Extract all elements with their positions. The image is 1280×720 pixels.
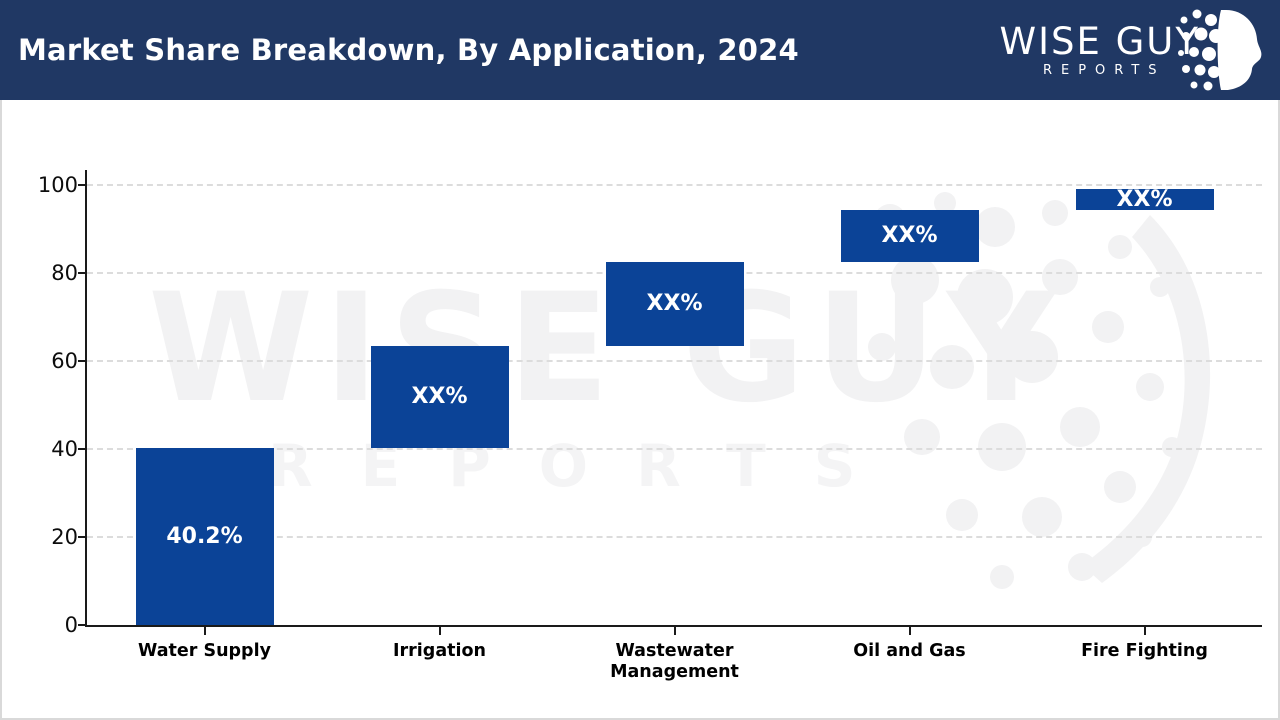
bar-wastewater-management: XX% (605, 262, 744, 346)
gridline (87, 184, 1262, 186)
bar-value-label: XX% (411, 383, 468, 409)
y-tick-label: 80 (51, 261, 78, 285)
x-tick (1143, 627, 1146, 635)
y-tick (78, 360, 87, 362)
y-tick (78, 536, 87, 538)
header-bar: Market Share Breakdown, By Application, … (0, 0, 1280, 100)
logo: WISE GUY REPORTS (1000, 6, 1266, 94)
y-tick (78, 448, 87, 450)
bar-water-supply: 40.2% (135, 448, 274, 625)
watermark-subtitle: REPORTS (268, 432, 904, 500)
bar-value-label: XX% (1116, 186, 1173, 212)
bar-fire-fighting: XX% (1075, 186, 1214, 212)
bar-value-label: XX% (881, 223, 938, 249)
y-tick (78, 624, 87, 626)
x-axis-line (85, 625, 1262, 627)
watermark-head-icon (868, 192, 1211, 589)
x-axis-label-wastewater-management: Wastewater Management (610, 641, 739, 682)
bar-value-label: 40.2% (166, 523, 243, 549)
y-axis-line (85, 170, 87, 627)
gridline (87, 360, 1262, 362)
logo-wordmark: WISE GUY (999, 19, 1200, 63)
y-tick (78, 184, 87, 186)
logo-face-icon (1178, 9, 1262, 91)
logo-text: WISE GUY REPORTS (1000, 23, 1200, 78)
bar-irrigation: XX% (370, 345, 509, 449)
x-tick (673, 627, 676, 635)
gridline (87, 536, 1262, 538)
logo-subtitle: REPORTS (1042, 62, 1166, 78)
x-tick (438, 627, 441, 635)
gridline (87, 448, 1262, 450)
x-tick (203, 627, 206, 635)
x-axis-label-water-supply: Water Supply (138, 641, 271, 661)
y-tick-label: 20 (51, 525, 78, 549)
y-tick (78, 272, 87, 274)
y-tick-label: 0 (64, 613, 78, 637)
bar-value-label: XX% (646, 290, 703, 316)
x-axis-label-oil-and-gas: Oil and Gas (853, 641, 966, 661)
x-tick (908, 627, 911, 635)
y-tick-label: 60 (51, 349, 78, 373)
y-tick-label: 40 (51, 437, 78, 461)
x-axis-label-irrigation: Irrigation (393, 641, 486, 661)
x-axis-label-fire-fighting: Fire Fighting (1081, 641, 1208, 661)
y-tick-label: 100 (37, 173, 78, 197)
chart-title: Market Share Breakdown, By Application, … (18, 33, 799, 67)
bar-oil-and-gas: XX% (840, 210, 979, 262)
